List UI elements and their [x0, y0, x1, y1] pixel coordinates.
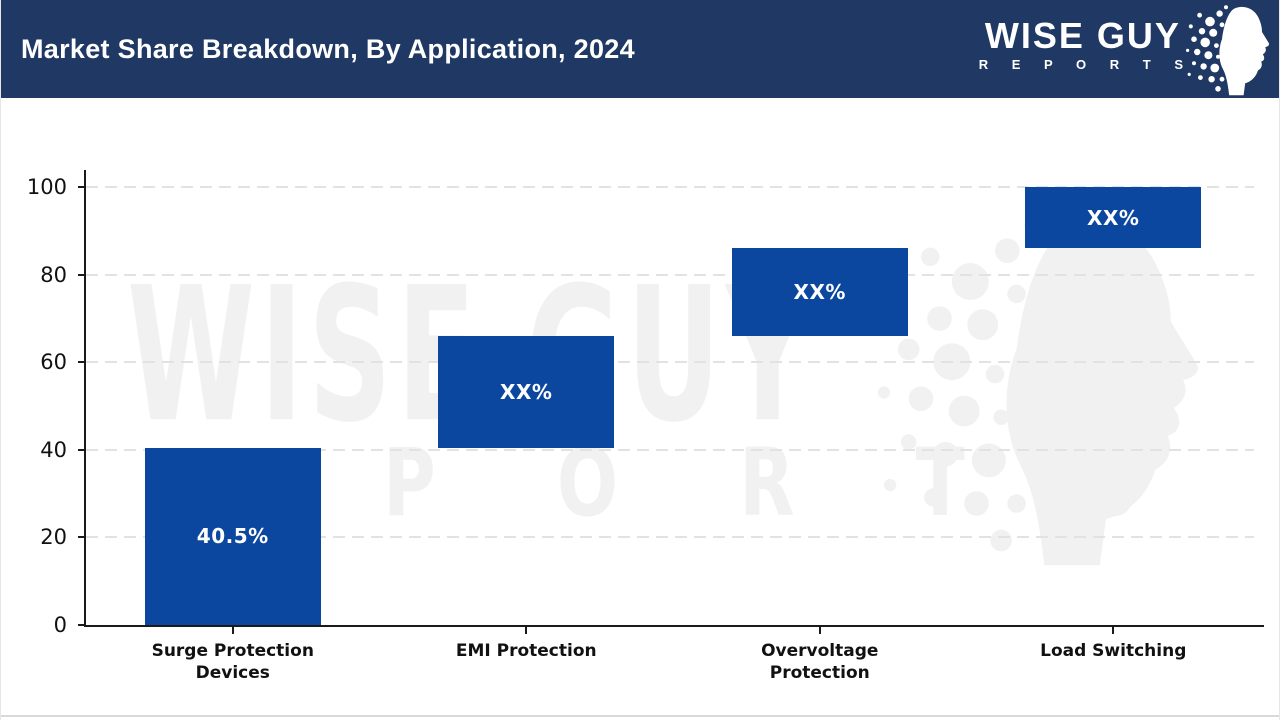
y-gridline	[86, 536, 1254, 539]
y-tick-mark	[78, 186, 86, 188]
x-axis	[84, 625, 1264, 627]
y-gridline	[86, 186, 1254, 188]
y-tick-label: 100	[26, 175, 67, 199]
bar-segment: XX%	[731, 248, 908, 336]
logo-wordmark: WISE GUY	[984, 15, 1181, 56]
y-tick-label: 20	[40, 525, 67, 550]
x-tick-mark	[231, 627, 234, 634]
y-tick-label: 60	[40, 350, 67, 375]
wiseguy-logo: WISE GUY R E P O R T S	[973, 4, 1275, 96]
x-tick-mark	[1112, 627, 1115, 634]
bar-value-label: XX%	[1087, 205, 1140, 230]
x-tick-mark	[525, 627, 528, 634]
logo-text: WISE GUY R E P O R T S	[973, 15, 1193, 73]
bar-value-label: 40.5%	[196, 524, 269, 549]
x-category-label: Overvoltage Protection	[761, 641, 879, 684]
y-gridline	[86, 448, 1254, 451]
bar-value-label: XX%	[500, 379, 553, 404]
y-tick-mark	[78, 536, 86, 539]
x-tick-mark	[818, 627, 821, 634]
header: Market Share Breakdown, By Application, …	[1, 0, 1279, 98]
y-gridline	[86, 273, 1254, 276]
y-gridline	[86, 361, 1254, 364]
bar-segment: XX%	[1025, 187, 1202, 249]
bar-value-label: XX%	[793, 280, 846, 305]
y-tick-label: 40	[40, 437, 67, 462]
bottom-divider	[1, 715, 1279, 717]
y-tick-mark	[78, 273, 86, 276]
dotted-head-profile-icon	[1186, 5, 1270, 96]
x-category-label: Surge Protection Devices	[151, 641, 314, 684]
y-tick-mark	[78, 624, 86, 626]
x-category-label: EMI Protection	[455, 641, 597, 661]
y-tick-mark	[78, 448, 86, 451]
y-tick-mark	[78, 361, 86, 364]
bar-segment: XX%	[438, 335, 615, 448]
x-category-label: Load Switching	[1040, 641, 1187, 661]
y-axis	[84, 170, 86, 627]
y-tick-label: 0	[53, 613, 67, 637]
bar-segment: 40.5%	[144, 447, 321, 625]
logo-subtitle: R E P O R T S	[978, 57, 1193, 72]
chart-area: WISE GUY P O R T S 0 20 40 60 80 100 40.5% Surg…	[1, 98, 1279, 720]
page-title: Market Share Breakdown, By Application, …	[21, 33, 635, 64]
y-tick-label: 80	[40, 262, 67, 287]
